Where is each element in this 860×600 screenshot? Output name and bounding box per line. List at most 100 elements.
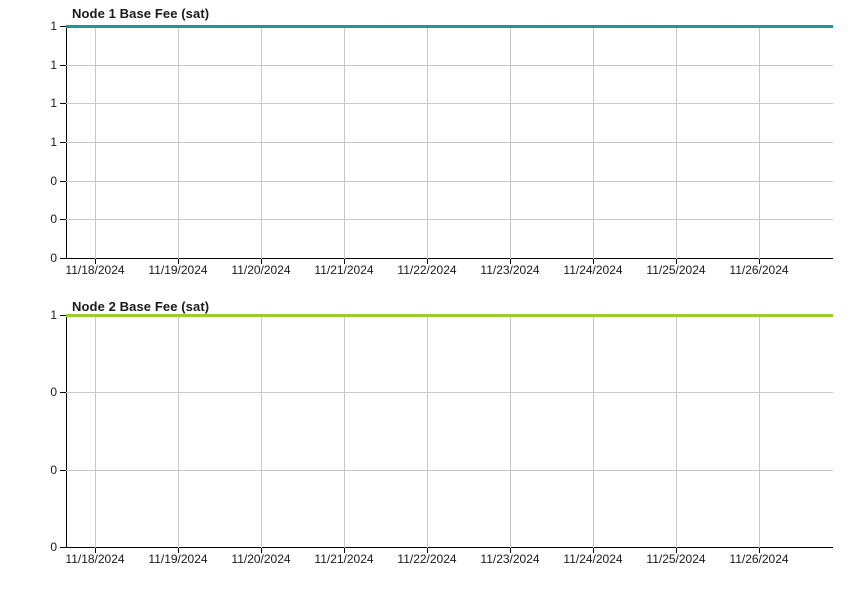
x-axis-tick	[759, 548, 760, 553]
y-axis-tick	[60, 65, 66, 66]
y-axis-label: 1	[50, 96, 57, 110]
gridline-vertical	[759, 315, 760, 548]
series-marker	[389, 314, 392, 317]
gridline-vertical	[344, 315, 345, 548]
y-axis-tick	[60, 547, 66, 548]
y-axis-label: 1	[50, 308, 57, 322]
series-marker	[223, 314, 226, 317]
y-axis-tick	[60, 219, 66, 220]
gridline-vertical	[427, 315, 428, 548]
plot-area-node-2	[60, 314, 833, 553]
series-marker	[638, 314, 641, 317]
x-axis-tick	[759, 259, 760, 264]
series-marker	[555, 314, 558, 317]
x-axis-tick	[427, 548, 428, 553]
series-marker	[721, 314, 724, 317]
plot-area-node-1	[60, 25, 833, 264]
x-axis-label: 11/18/2024	[65, 263, 125, 277]
gridline-vertical	[261, 26, 262, 259]
y-axis-line-node-2	[66, 315, 67, 548]
x-axis-label: 11/20/2024	[231, 263, 291, 277]
series-marker	[140, 314, 143, 317]
x-axis-tick	[261, 259, 262, 264]
gridline-vertical	[510, 26, 511, 259]
gridline-horizontal	[66, 219, 833, 220]
chart-title-node-2: Node 2 Base Fee (sat)	[72, 299, 210, 314]
x-axis-label: 11/26/2024	[729, 263, 789, 277]
series-marker	[721, 25, 724, 28]
gridline-vertical	[95, 315, 96, 548]
gridline-vertical	[427, 26, 428, 259]
gridline-vertical	[261, 315, 262, 548]
gridline-vertical	[759, 26, 760, 259]
y-axis-tick	[60, 258, 66, 259]
x-axis-tick	[95, 259, 96, 264]
series-marker	[223, 25, 226, 28]
y-axis-label: 1	[50, 135, 57, 149]
series-marker	[638, 25, 641, 28]
series-line	[66, 25, 833, 28]
series-marker	[472, 25, 475, 28]
gridline-horizontal	[66, 103, 833, 104]
series-marker	[472, 314, 475, 317]
x-axis-label: 11/24/2024	[563, 552, 623, 566]
x-axis-label: 11/23/2024	[480, 263, 540, 277]
x-axis-label: 11/21/2024	[314, 263, 374, 277]
y-axis-label: 0	[50, 174, 57, 188]
x-axis-tick	[95, 548, 96, 553]
x-axis-label: 11/22/2024	[397, 263, 457, 277]
x-axis-label: 11/20/2024	[231, 552, 291, 566]
x-axis-tick	[676, 259, 677, 264]
gridline-horizontal	[66, 470, 833, 471]
x-axis-tick	[261, 548, 262, 553]
series-marker	[804, 314, 807, 317]
y-axis-tick	[60, 26, 66, 27]
x-axis-label: 11/21/2024	[314, 552, 374, 566]
x-axis-label: 11/26/2024	[729, 552, 789, 566]
y-axis-tick	[60, 315, 66, 316]
x-axis-label: 11/19/2024	[148, 552, 208, 566]
series-marker	[306, 25, 309, 28]
gridline-vertical	[178, 26, 179, 259]
gridline-horizontal	[66, 392, 833, 393]
x-axis-tick	[593, 548, 594, 553]
gridline-vertical	[510, 315, 511, 548]
gridline-horizontal	[66, 65, 833, 66]
x-axis-tick	[510, 259, 511, 264]
x-axis-tick	[427, 259, 428, 264]
x-axis-label: 11/18/2024	[65, 552, 125, 566]
x-axis-tick	[676, 548, 677, 553]
x-axis-tick	[593, 259, 594, 264]
chart-panel-node-1: Node 1 Base Fee (sat) 1 1 1 1 0 0 0 11/18/2024 1…	[0, 0, 860, 290]
series-marker	[804, 25, 807, 28]
y-axis-label: 1	[50, 19, 57, 33]
x-axis-tick	[178, 548, 179, 553]
y-axis-label: 1	[50, 58, 57, 72]
gridline-horizontal	[66, 142, 833, 143]
chart-panel-node-2: Node 2 Base Fee (sat) 1 0 0 0 11/18/2024 11/1…	[0, 290, 860, 580]
series-marker	[389, 25, 392, 28]
series-marker	[140, 25, 143, 28]
y-axis-label: 0	[50, 540, 57, 554]
x-axis-tick	[178, 259, 179, 264]
x-axis-label: 11/22/2024	[397, 552, 457, 566]
y-axis-label: 0	[50, 251, 57, 265]
y-axis-tick	[60, 103, 66, 104]
x-axis-tick	[344, 259, 345, 264]
x-axis-label: 11/25/2024	[646, 263, 706, 277]
gridline-vertical	[95, 26, 96, 259]
y-axis-tick	[60, 181, 66, 182]
x-axis-line-node-2	[66, 547, 833, 548]
gridline-vertical	[593, 315, 594, 548]
y-axis-label: 0	[50, 212, 57, 226]
x-axis-label: 11/24/2024	[563, 263, 623, 277]
gridline-vertical	[593, 26, 594, 259]
gridline-vertical	[676, 26, 677, 259]
x-axis-tick	[510, 548, 511, 553]
y-axis-tick	[60, 392, 66, 393]
y-axis-tick	[60, 142, 66, 143]
series-marker	[306, 314, 309, 317]
x-axis-label: 11/19/2024	[148, 263, 208, 277]
gridline-horizontal	[66, 181, 833, 182]
